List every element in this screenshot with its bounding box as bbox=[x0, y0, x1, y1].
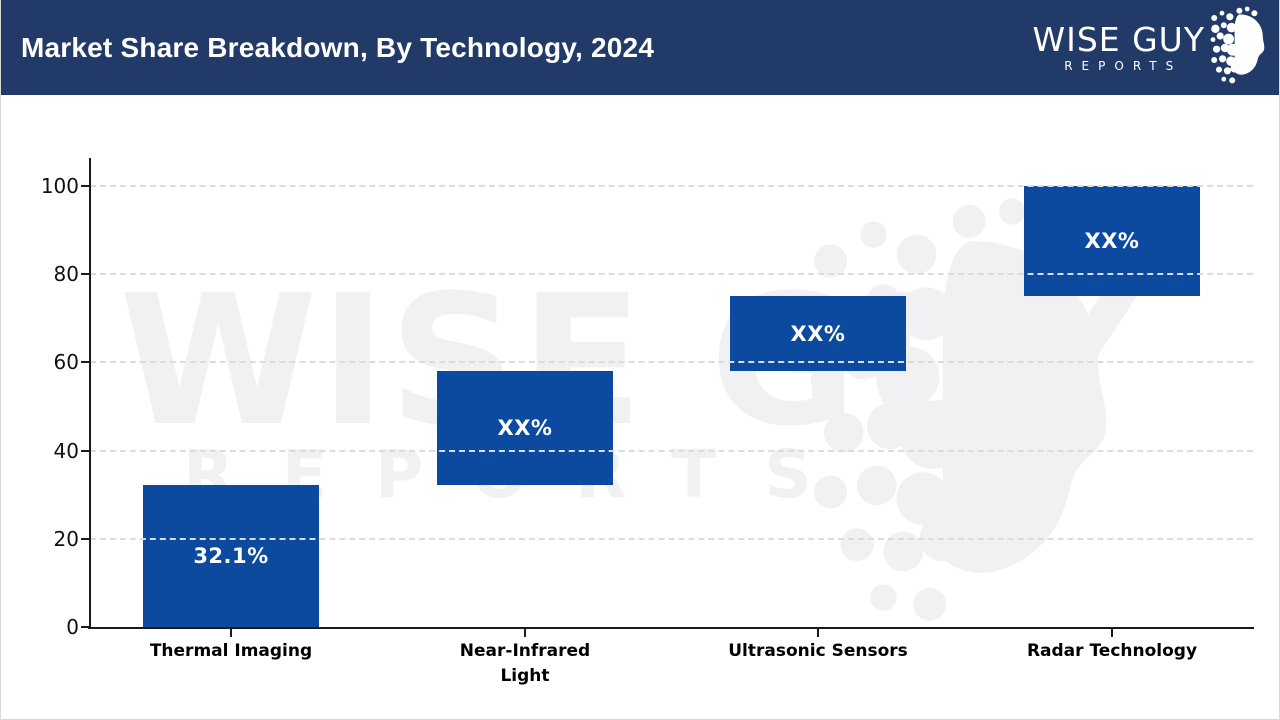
x-category-label: Ultrasonic Sensors bbox=[728, 641, 908, 661]
y-tick-mark bbox=[81, 185, 89, 187]
y-tick-label: 100 bbox=[40, 174, 79, 198]
bar-value-label: XX% bbox=[497, 416, 553, 441]
gridline bbox=[90, 449, 1253, 452]
y-axis-line bbox=[89, 158, 91, 628]
y-tick-mark bbox=[81, 273, 89, 276]
bar-value-label: 32.1% bbox=[193, 544, 269, 569]
logo-wiseguy-label: WISE GUY bbox=[1032, 20, 1205, 59]
y-tick-label: 20 bbox=[53, 526, 79, 551]
x-tick-mark bbox=[1111, 629, 1113, 637]
bar-segment: XX% bbox=[730, 296, 906, 372]
y-tick-mark bbox=[81, 361, 89, 364]
y-tick-label: 80 bbox=[53, 262, 79, 287]
bar-segment: XX% bbox=[437, 371, 613, 486]
logo-face-icon bbox=[1207, 6, 1267, 90]
logo-text: WISE GUY REPORTS bbox=[1032, 23, 1205, 72]
gridline bbox=[90, 537, 1253, 540]
wise-guy-reports-logo: WISE GUY REPORTS bbox=[1032, 6, 1267, 90]
y-tick-label: 0 bbox=[66, 615, 79, 639]
bar-value-label: XX% bbox=[790, 321, 846, 346]
header-bar: Market Share Breakdown, By Technology, 2… bbox=[1, 0, 1279, 95]
bar-value-label: XX% bbox=[1084, 229, 1140, 254]
y-tick-label: 40 bbox=[53, 438, 79, 463]
y-tick-mark bbox=[81, 626, 89, 628]
x-category-label: Radar Technology bbox=[1026, 641, 1198, 661]
logo-reports-label: REPORTS bbox=[1064, 59, 1183, 73]
y-tick-mark bbox=[81, 537, 89, 540]
gridline bbox=[90, 361, 1253, 364]
x-tick-mark bbox=[817, 629, 819, 637]
bar-segment: 32.1% bbox=[143, 485, 319, 627]
x-axis-line bbox=[88, 627, 1254, 629]
x-category-label: Near-Infrared Light bbox=[459, 641, 591, 686]
y-tick-mark bbox=[81, 449, 89, 452]
gridline bbox=[90, 273, 1253, 276]
x-category-label: Thermal Imaging bbox=[149, 641, 313, 661]
y-tick-label: 60 bbox=[53, 350, 79, 375]
chart-title: Market Share Breakdown, By Technology, 2… bbox=[21, 31, 655, 63]
x-tick-mark bbox=[230, 629, 232, 637]
gridline bbox=[90, 185, 1253, 187]
bar-segment: XX% bbox=[1024, 186, 1200, 297]
x-tick-mark bbox=[524, 629, 526, 637]
